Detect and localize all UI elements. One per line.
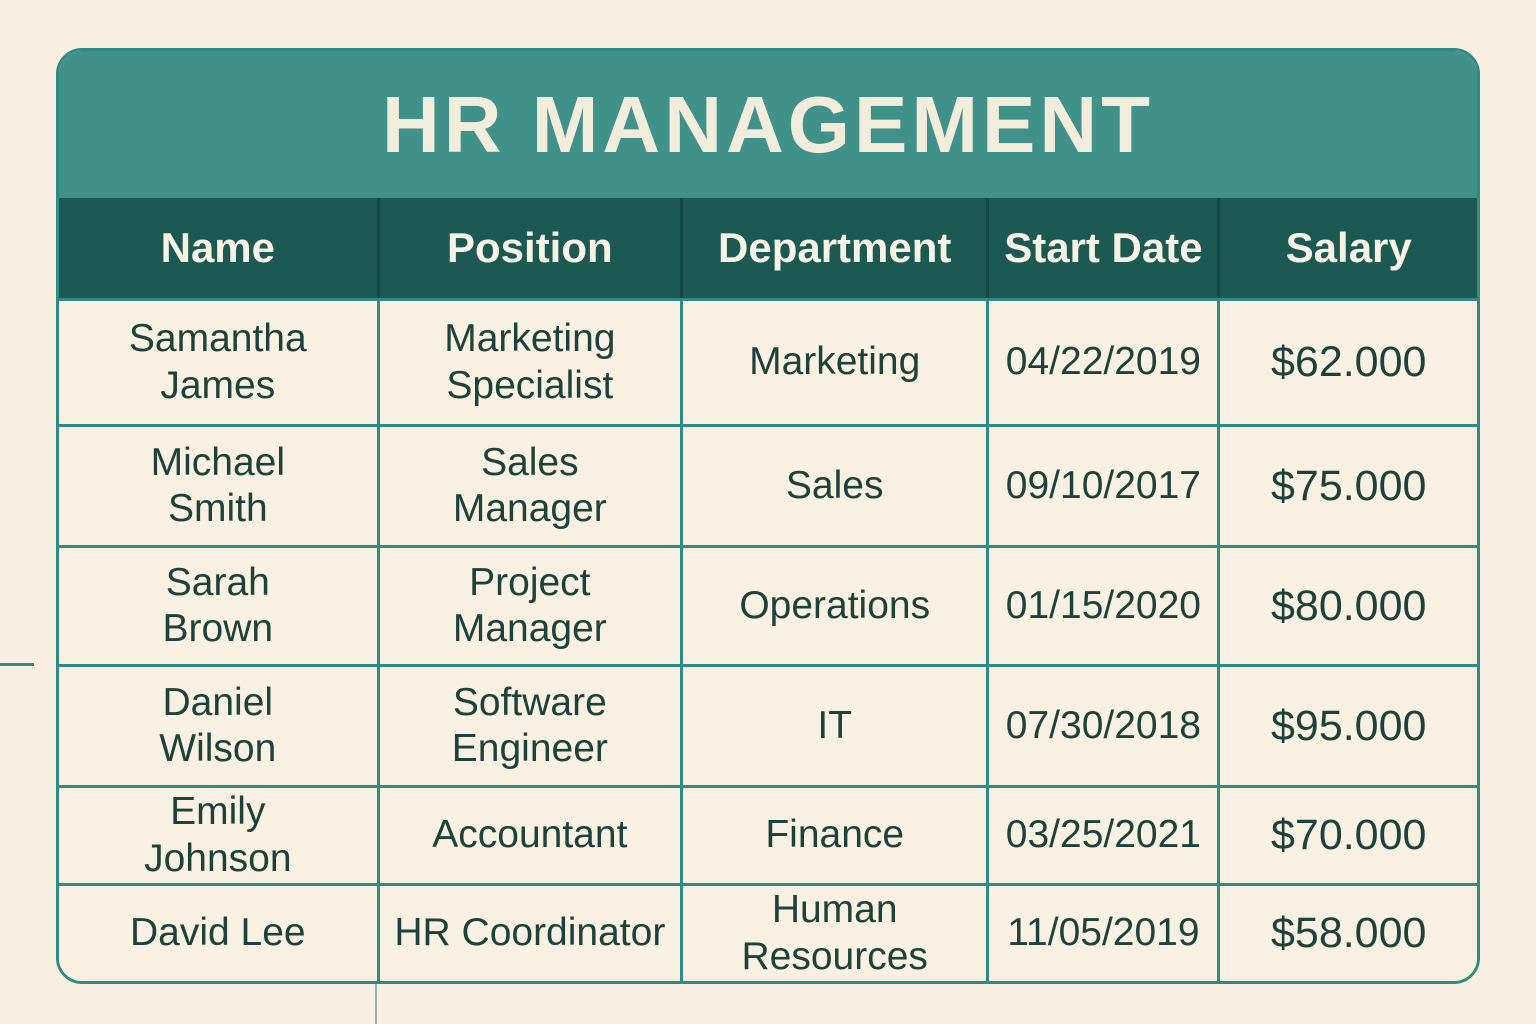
cell-start-date: 11/05/2019 <box>986 886 1217 981</box>
table-row: Emily Johnson Accountant Finance 03/25/2… <box>59 785 1477 883</box>
stray-border-artifact-left <box>0 663 34 666</box>
cell-start-date: 04/22/2019 <box>986 301 1217 424</box>
cell-name: Emily Johnson <box>144 790 292 880</box>
table-row: Samantha James Marketing Specialist Mark… <box>59 298 1477 424</box>
column-header-department: Department <box>680 198 986 298</box>
cell-position: Marketing Specialist <box>376 301 680 424</box>
cell-department: Human Resources <box>680 886 986 981</box>
cell-position: Sales Manager <box>376 427 680 545</box>
cell-start-date: 03/25/2021 <box>986 788 1217 883</box>
cell-position: Accountant <box>376 788 680 883</box>
hr-table-card: HR MANAGEMENT Name Position Department S… <box>56 48 1480 984</box>
table-row: Michael Smith Sales Manager Sales 09/10/… <box>59 424 1477 545</box>
table-row: Sarah Brown Project Manager Operations 0… <box>59 545 1477 664</box>
table-row: David Lee HR Coordinator Human Resources… <box>59 883 1477 981</box>
cell-start-date: 01/15/2020 <box>986 548 1217 664</box>
cell-department: Finance <box>680 788 986 883</box>
column-header-start-date: Start Date <box>986 198 1217 298</box>
cell-name: Samantha James <box>128 317 307 407</box>
cell-position: Project Manager <box>376 548 680 664</box>
cell-department: IT <box>680 667 986 785</box>
cell-name: Sarah Brown <box>162 560 274 650</box>
stray-border-artifact-bottom <box>375 984 377 1024</box>
cell-salary: $70.000 <box>1217 788 1476 883</box>
column-header-name: Name <box>160 224 276 271</box>
cell-name: David Lee <box>130 911 306 955</box>
column-header-position: Position <box>376 198 680 298</box>
column-header-salary: Salary <box>1217 198 1476 298</box>
cell-salary: $62.000 <box>1217 301 1476 424</box>
cell-salary: $80.000 <box>1217 548 1476 664</box>
cell-department: Operations <box>680 548 986 664</box>
cell-name: Michael Smith <box>150 440 285 530</box>
cell-department: Marketing <box>680 301 986 424</box>
cell-start-date: 07/30/2018 <box>986 667 1217 785</box>
table-body: Samantha James Marketing Specialist Mark… <box>59 298 1477 981</box>
table-header-row: Name Position Department Start Date Sala… <box>59 198 1477 298</box>
cell-salary: $95.000 <box>1217 667 1476 785</box>
title-band: HR MANAGEMENT <box>59 51 1477 198</box>
cell-salary: $75.000 <box>1217 427 1476 545</box>
cell-position: Software Engineer <box>376 667 680 785</box>
table-row: Daniel Wilson Software Engineer IT 07/30… <box>59 664 1477 785</box>
cell-name: Daniel Wilson <box>159 680 277 770</box>
cell-salary: $58.000 <box>1217 886 1476 981</box>
cell-position: HR Coordinator <box>376 886 680 981</box>
cell-department: Sales <box>680 427 986 545</box>
cell-start-date: 09/10/2017 <box>986 427 1217 545</box>
page-title: HR MANAGEMENT <box>382 79 1154 169</box>
